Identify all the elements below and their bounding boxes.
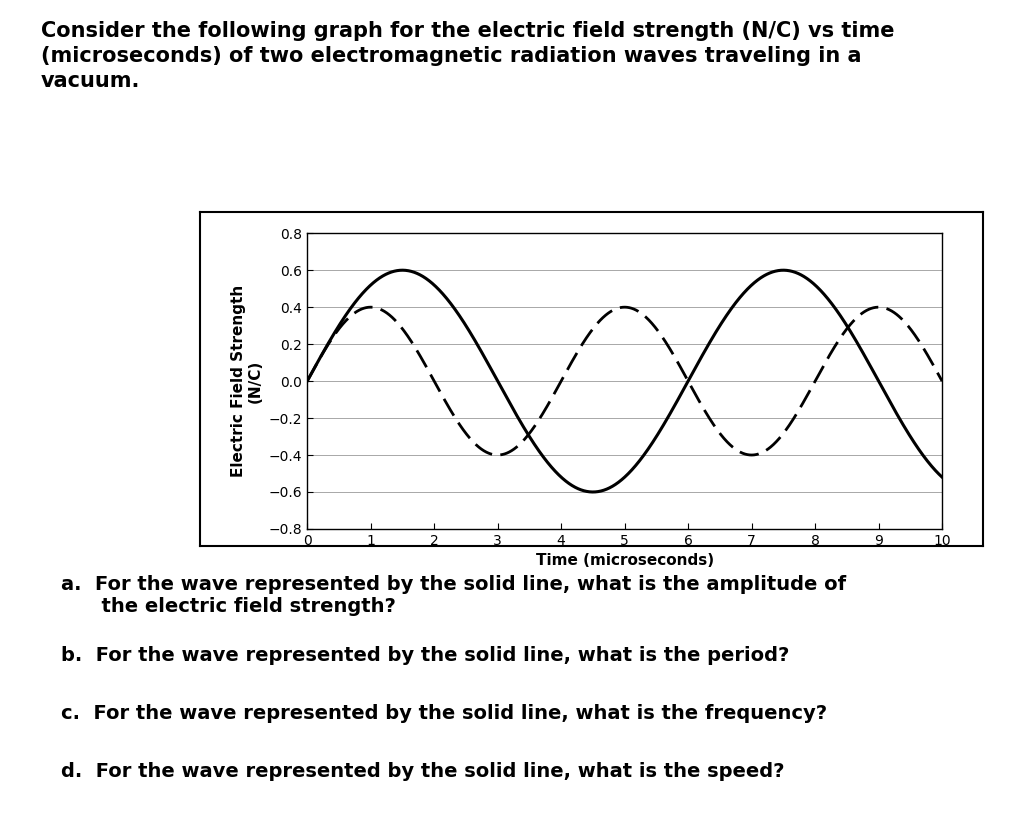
Text: Consider the following graph for the electric field strength (N/C) vs time: Consider the following graph for the ele… bbox=[41, 21, 894, 41]
Text: (microseconds) of two electromagnetic radiation waves traveling in a: (microseconds) of two electromagnetic ra… bbox=[41, 46, 861, 66]
Text: a.  For the wave represented by the solid line, what is the amplitude of
      t: a. For the wave represented by the solid… bbox=[61, 575, 847, 616]
X-axis label: Time (microseconds): Time (microseconds) bbox=[536, 553, 714, 568]
Text: vacuum.: vacuum. bbox=[41, 71, 140, 91]
Y-axis label: Electric Field Strength
(N/C): Electric Field Strength (N/C) bbox=[230, 285, 263, 477]
Text: b.  For the wave represented by the solid line, what is the period?: b. For the wave represented by the solid… bbox=[61, 646, 790, 665]
Text: c.  For the wave represented by the solid line, what is the frequency?: c. For the wave represented by the solid… bbox=[61, 704, 827, 723]
Text: d.  For the wave represented by the solid line, what is the speed?: d. For the wave represented by the solid… bbox=[61, 762, 785, 781]
